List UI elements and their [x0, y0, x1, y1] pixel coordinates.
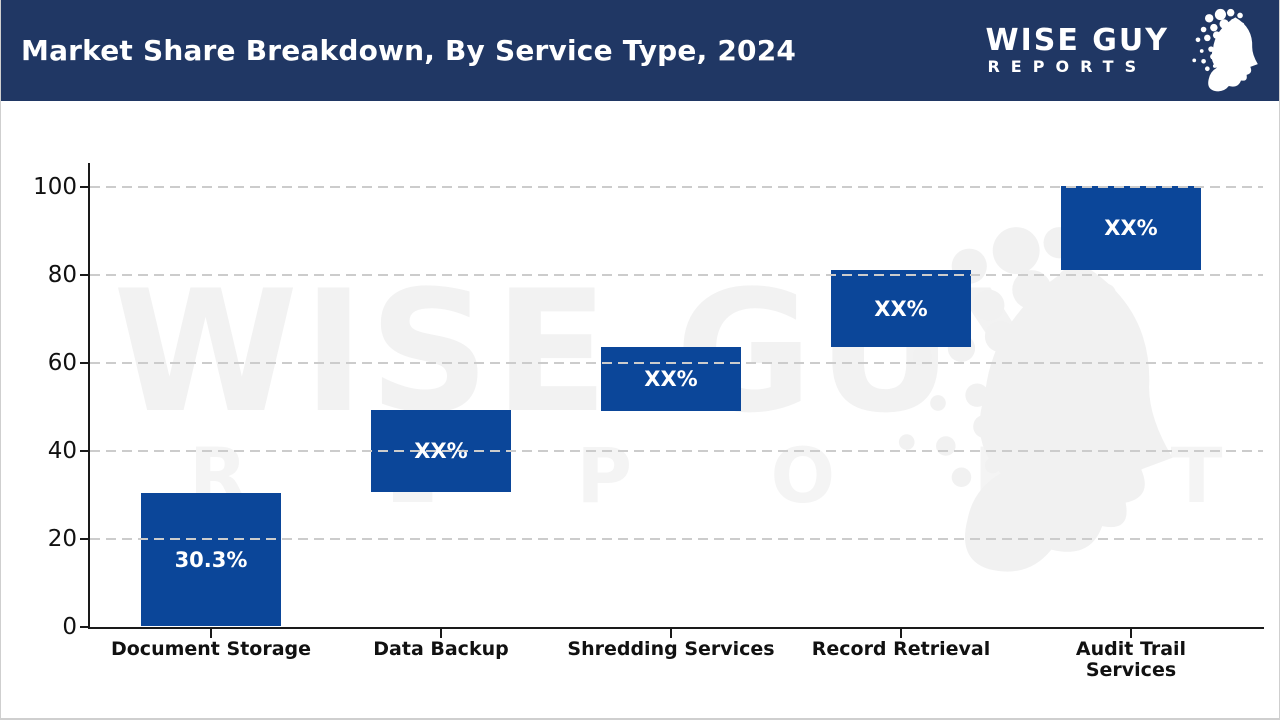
gridline-80 — [90, 274, 1263, 276]
y-tick-label-20: 20 — [47, 526, 77, 552]
gridline-20 — [90, 538, 1263, 540]
bar-document-storage: 30.3% — [141, 493, 281, 626]
x-tick-label-document-storage: Document Storage — [110, 638, 312, 660]
x-tick-label-audit-trail-services: Audit Trail Services — [1075, 638, 1187, 681]
logo-subtitle: REPORTS — [987, 57, 1148, 76]
page-title: Market Share Breakdown, By Service Type,… — [21, 34, 797, 67]
bar-audit-trail-services: XX% — [1061, 186, 1201, 270]
y-tick-label-100: 100 — [33, 174, 77, 200]
y-tick-mark-40 — [80, 450, 89, 452]
bar-value-label-document-storage: 30.3% — [174, 547, 248, 572]
x-tick-label-shredding-services: Shredding Services — [567, 638, 775, 660]
y-tick-label-80: 80 — [47, 262, 77, 288]
y-tick-label-0: 0 — [62, 614, 77, 640]
logo-text: WISE GUY REPORTS — [985, 26, 1169, 75]
gridline-60 — [90, 362, 1263, 364]
x-tick-label-record-retrieval: Record Retrieval — [811, 638, 991, 660]
x-tick-mark-shredding-services — [670, 629, 672, 638]
gridline-100 — [90, 186, 1263, 188]
x-axis — [88, 627, 1264, 629]
bar-value-label-record-retrieval: XX% — [874, 296, 928, 321]
x-tick-label-data-backup: Data Backup — [373, 638, 509, 660]
gridline-40 — [90, 450, 1263, 452]
y-axis — [88, 163, 90, 629]
bar-record-retrieval: XX% — [831, 270, 971, 347]
x-tick-mark-document-storage — [210, 629, 212, 638]
y-tick-mark-60 — [80, 362, 89, 364]
y-tick-mark-0 — [80, 626, 89, 628]
bar-value-label-audit-trail-services: XX% — [1104, 216, 1158, 240]
logo-wordmark: WISE GUY — [985, 23, 1169, 58]
y-tick-mark-20 — [80, 538, 89, 540]
bar-shredding-services: XX% — [601, 347, 741, 411]
y-tick-label-40: 40 — [47, 438, 77, 464]
y-tick-mark-100 — [80, 186, 89, 188]
header-bar: Market Share Breakdown, By Service Type,… — [1, 0, 1279, 101]
bar-value-label-shredding-services: XX% — [644, 367, 698, 391]
x-tick-mark-audit-trail-services — [1130, 629, 1132, 638]
y-tick-label-60: 60 — [47, 350, 77, 376]
y-tick-mark-80 — [80, 274, 89, 276]
x-tick-mark-data-backup — [440, 629, 442, 638]
wise-guy-logo: WISE GUY REPORTS — [985, 8, 1271, 94]
x-tick-mark-record-retrieval — [900, 629, 902, 638]
